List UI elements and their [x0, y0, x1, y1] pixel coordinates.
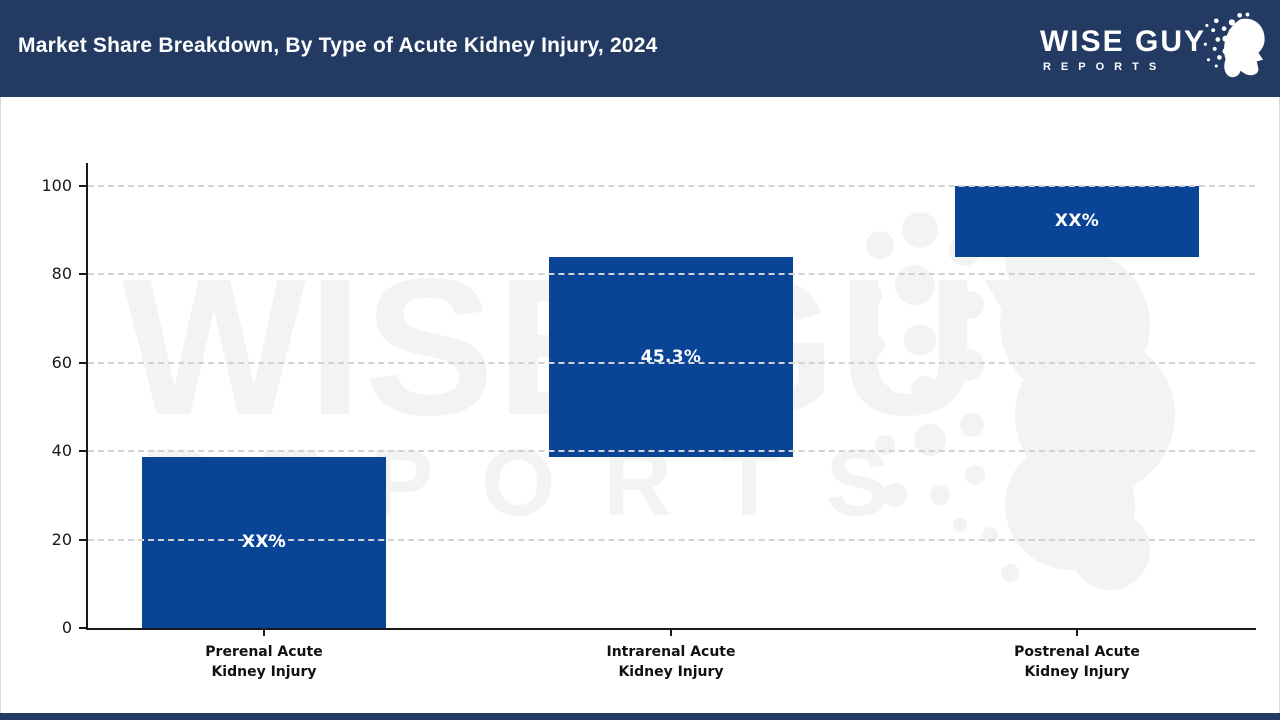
bar-segment [549, 256, 793, 457]
y-axis-line [86, 163, 88, 630]
y-tick-mark [79, 185, 86, 187]
bar-value-label: XX% [241, 532, 287, 553]
x-tick-mark [670, 630, 672, 636]
logo-wordmark: WISE GUY [1039, 25, 1206, 58]
x-category-label-line: Postrenal Acute [1014, 644, 1140, 660]
wise-guy-reports-logo: WISE GUY REPORTS [1040, 10, 1274, 92]
x-category-label-line: Kidney Injury [1024, 664, 1130, 680]
y-tick-label: 20 [51, 529, 72, 549]
y-tick-label: 80 [51, 264, 72, 284]
header-bar: Market Share Breakdown, By Type of Acute… [0, 0, 1280, 97]
bar-chart: 0 20 40 60 80 100 XX% Prerenal Acute Kidney Inju… [0, 97, 1280, 713]
gridline-y-20 [88, 538, 1255, 541]
x-category-label: Postrenal Acute Kidney Injury [947, 642, 1207, 682]
bar-value-label: 45.3% [640, 346, 702, 367]
y-tick-mark [79, 538, 86, 541]
y-tick-mark [79, 450, 86, 453]
x-axis-line [86, 628, 1256, 630]
page-title: Market Share Breakdown, By Type of Acute… [18, 34, 658, 57]
bar-segment [142, 456, 386, 628]
x-tick-mark [263, 630, 265, 636]
bar-segment [955, 186, 1199, 257]
gridline-y-60 [88, 361, 1255, 364]
x-category-label-line: Kidney Injury [618, 664, 724, 680]
y-tick-label: 60 [51, 352, 72, 372]
x-category-label: Prerenal Acute Kidney Injury [134, 642, 394, 682]
logo-subtitle: REPORTS [1042, 61, 1167, 73]
gridline-y-80 [88, 273, 1255, 276]
footer-bar [0, 713, 1280, 720]
gridline-y-100 [88, 185, 1255, 187]
y-tick-mark [79, 273, 86, 276]
x-category-label-line: Prerenal Acute [205, 644, 323, 660]
dotted-head-icon [1203, 12, 1265, 78]
x-category-label-line: Intrarenal Acute [606, 644, 736, 660]
y-tick-mark [79, 627, 86, 629]
y-tick-mark [79, 361, 86, 364]
x-category-label: Intrarenal Acute Kidney Injury [541, 642, 801, 682]
y-tick-label: 100 [41, 176, 72, 195]
x-tick-mark [1076, 630, 1078, 636]
bar-value-label: XX% [1054, 211, 1100, 232]
gridline-y-40 [88, 450, 1255, 453]
x-category-label-line: Kidney Injury [211, 664, 317, 680]
y-tick-label: 40 [51, 441, 72, 461]
y-tick-label: 0 [61, 618, 72, 637]
